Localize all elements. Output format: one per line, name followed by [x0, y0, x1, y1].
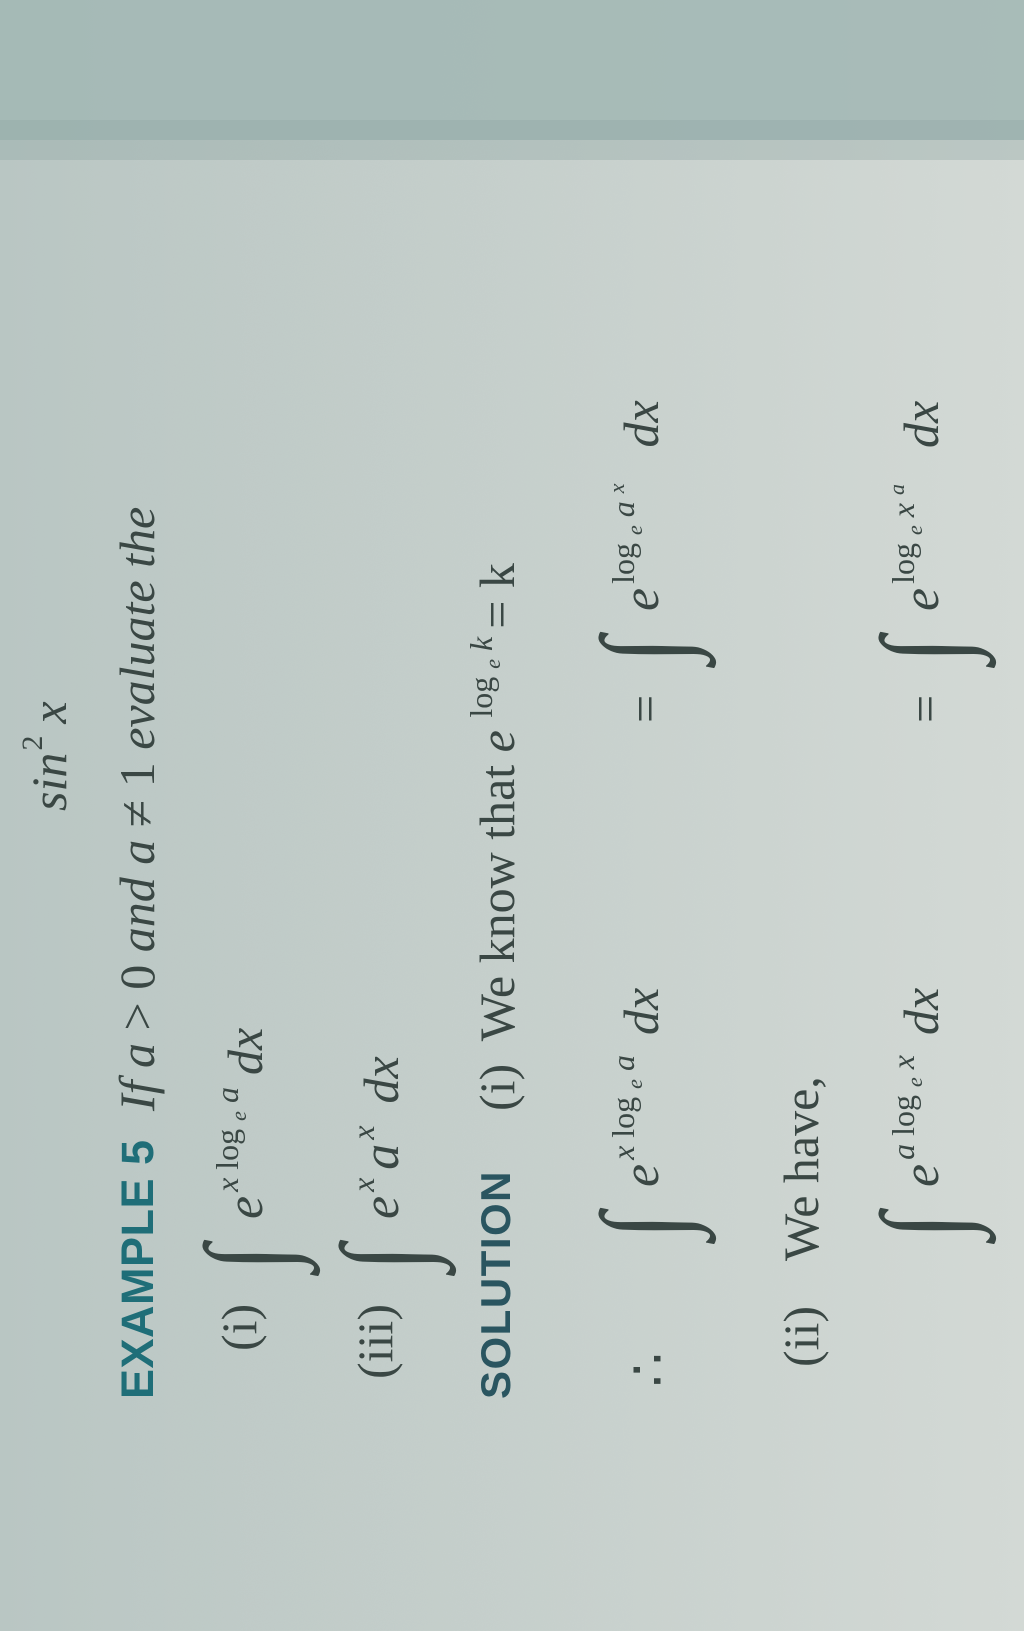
line2-int-l: ∫ — [854, 1213, 993, 1239]
integrand-3: e x a x dx — [352, 1056, 411, 1219]
i1-x: x — [209, 1178, 245, 1192]
line1-rhs: e log e a x dx — [612, 400, 671, 611]
i3-dx: dx — [353, 1056, 409, 1103]
l1r-dx: dx — [613, 400, 669, 447]
i1-a: a — [209, 1087, 245, 1103]
line1-int-l: ∫ — [574, 1213, 713, 1239]
example-text: If a > 0 and a ≠ 1 evaluate the — [108, 507, 166, 1111]
solution-label: SOLUTION — [472, 1170, 520, 1399]
sol-elog: log — [463, 677, 499, 718]
line1-eq: = — [616, 695, 674, 723]
l2r-dx: dx — [893, 401, 949, 448]
l2r-sub: e — [902, 525, 927, 535]
ex-ne1: ≠ 1 — [109, 750, 165, 827]
sol-eqk: = k — [469, 563, 525, 629]
sol-esub: e — [480, 659, 505, 669]
sol-know: We know that — [469, 752, 525, 1041]
line2-lhs: e a log e x dx — [892, 988, 951, 1187]
item-ii: (ii) — [772, 1306, 830, 1367]
line2-eq: = — [896, 695, 954, 723]
l2-e: e — [893, 1164, 950, 1187]
line1-lhs: e x log e a dx — [612, 988, 671, 1187]
l2r-e: e — [893, 588, 950, 611]
integrand-1: e x log e a dx — [216, 1028, 275, 1219]
l1-a: a — [605, 1055, 641, 1071]
l1-e: e — [613, 1164, 670, 1187]
integral-1: ∫ — [178, 1245, 317, 1271]
item-i: (i) — [210, 1304, 268, 1351]
l1-log: log — [605, 1097, 641, 1138]
line1-int-r: ∫ — [574, 637, 713, 663]
sin-x: x — [21, 701, 77, 723]
solution-i: (i) We know that e log e k = k — [468, 563, 526, 1111]
sin-text: sin — [21, 753, 77, 811]
line2-int-r: ∫ — [854, 637, 993, 663]
sol-i: (i) — [469, 1064, 525, 1111]
therefore-1: ∴ — [616, 1353, 679, 1387]
ex-eval: evaluate the — [109, 507, 165, 750]
i1-e: e — [217, 1196, 274, 1219]
i3-ex: x — [345, 1178, 381, 1192]
l2-dx: dx — [893, 988, 949, 1035]
i3-e: e — [353, 1196, 410, 1219]
ex-and: and a — [109, 840, 165, 953]
i3-ax: x — [345, 1126, 381, 1140]
line2-rhs: e log e x a dx — [892, 401, 951, 611]
l1-sub: e — [622, 1079, 647, 1089]
l1r-log: log — [605, 543, 641, 584]
l2-x: x — [885, 1055, 921, 1069]
l2-log: log — [885, 1095, 921, 1136]
sol-ek: k — [463, 637, 499, 651]
l2r-xa: a — [884, 484, 909, 495]
l2r-log: log — [885, 543, 921, 584]
sin-sup: 2 — [16, 736, 49, 751]
ex-gt0: > 0 — [109, 952, 165, 1030]
ex-if: If a — [109, 1043, 165, 1111]
l1r-ax: x — [604, 483, 629, 493]
l1-x: x — [605, 1146, 641, 1160]
l2-a: a — [885, 1144, 921, 1160]
wehave: We have, — [772, 1076, 830, 1261]
l1r-sub: e — [622, 525, 647, 535]
l2r-x: x — [885, 503, 921, 517]
i3-a: a — [353, 1144, 410, 1170]
example-label: EXAMPLE 5 — [112, 1139, 164, 1399]
l2-sub: e — [902, 1077, 927, 1087]
l1r-a: a — [605, 501, 641, 517]
frag-sin2x: sin 2 x — [20, 701, 78, 811]
i1-sub: e — [226, 1111, 251, 1121]
l1-dx: dx — [613, 988, 669, 1035]
integral-3: ∫ — [314, 1245, 453, 1271]
item-iii: (iii) — [346, 1304, 404, 1379]
i1-dx: dx — [217, 1028, 273, 1075]
l1r-e: e — [613, 588, 670, 611]
sol-e: e — [469, 730, 525, 752]
i1-log: log — [209, 1129, 245, 1170]
